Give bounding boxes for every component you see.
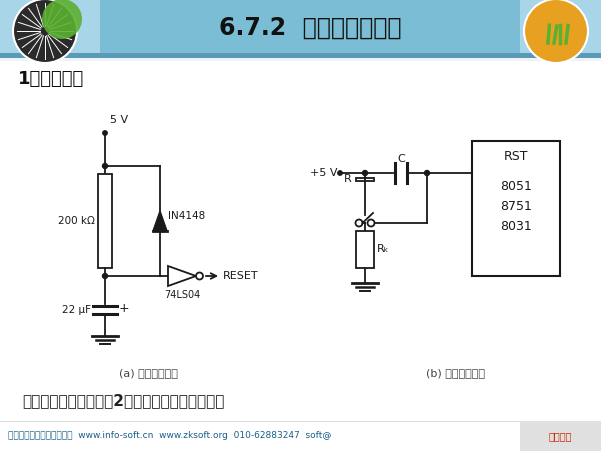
Bar [356,178,374,181]
Circle shape [42,0,82,39]
Text: 200 kΩ: 200 kΩ [58,216,95,226]
Text: RST: RST [504,149,528,162]
Bar [100,0,520,55]
Bar [114,0,115,55]
Text: +: + [119,302,130,314]
Bar [112,0,115,55]
Bar [115,0,118,55]
Bar [100,0,103,55]
Circle shape [196,272,203,280]
Polygon shape [168,266,196,286]
Text: Rₖ: Rₖ [377,244,389,254]
Bar [356,231,374,268]
Bar [109,0,112,55]
Bar [520,421,601,451]
Text: 高电平有效，输入至少2个机器周期以上的高电平: 高电平有效，输入至少2个机器周期以上的高电平 [22,394,224,409]
Bar [102,0,104,55]
Bar [124,0,126,55]
Bar [115,0,117,55]
Bar [122,0,124,55]
Circle shape [338,171,342,175]
Text: RESET: RESET [223,271,258,281]
Text: 5 V: 5 V [110,115,128,125]
Bar [121,0,123,55]
Bar [109,0,111,55]
Bar [121,0,123,55]
Bar [124,0,126,55]
Text: 创新互联: 创新互联 [548,431,572,441]
Text: +5 V: +5 V [310,168,337,178]
Text: 中科信软高级技术培训中心  www.info-soft.cn  www.zksoft.org  010-62883247  soft@: 中科信软高级技术培训中心 www.info-soft.cn www.zksoft… [8,432,331,441]
Bar [120,0,121,55]
Bar [116,0,118,55]
Bar [117,0,118,55]
Bar [117,0,119,55]
Bar [0,421,601,451]
Bar [102,0,103,55]
Text: 1、复位方式: 1、复位方式 [18,70,84,88]
Text: 6.7.2  单片机工作方式: 6.7.2 单片机工作方式 [219,16,401,40]
Text: 22 μF: 22 μF [62,305,91,315]
Circle shape [524,0,588,63]
Bar [111,0,112,55]
Circle shape [103,164,108,169]
Bar [112,0,114,55]
Circle shape [103,131,107,135]
Bar [119,0,121,55]
Text: C: C [397,154,405,164]
Bar [123,0,126,55]
Bar [111,0,113,55]
Bar [100,0,102,55]
Bar [472,141,560,276]
Text: IN4148: IN4148 [168,211,206,221]
Bar [105,0,107,55]
Text: 74LS04: 74LS04 [164,290,200,300]
Bar [106,0,108,55]
Circle shape [367,220,374,226]
Bar [120,0,122,55]
Text: (a) 上电复位电路: (a) 上电复位电路 [118,368,177,378]
Bar [0,61,601,421]
Bar [101,0,103,55]
Bar [118,0,120,55]
Bar [113,0,115,55]
Bar [0,0,601,55]
Bar [106,0,109,55]
Circle shape [13,0,77,63]
Bar [123,0,124,55]
Text: 8031: 8031 [500,220,532,233]
Bar [0,53,601,58]
Bar [107,0,109,55]
Circle shape [103,273,108,279]
Text: R: R [344,175,352,184]
Polygon shape [153,211,167,231]
Bar [118,0,120,55]
Circle shape [362,170,367,175]
Bar [103,0,105,55]
Bar [104,0,106,55]
Text: 8751: 8751 [500,199,532,212]
Circle shape [356,220,362,226]
Bar [120,0,123,55]
Bar [106,0,108,55]
Bar [115,0,117,55]
Bar [103,0,105,55]
Bar [103,0,106,55]
Bar [109,0,111,55]
Bar [123,0,125,55]
Bar [114,0,116,55]
Circle shape [424,170,430,175]
Bar [105,0,106,55]
Bar [112,0,114,55]
Bar [108,0,110,55]
Bar [108,0,109,55]
Bar [110,0,112,55]
Text: 8051: 8051 [500,179,532,193]
Bar [118,0,120,55]
Text: (b) 按鈕复位电路: (b) 按鈕复位电路 [426,368,484,378]
Bar [98,174,112,268]
